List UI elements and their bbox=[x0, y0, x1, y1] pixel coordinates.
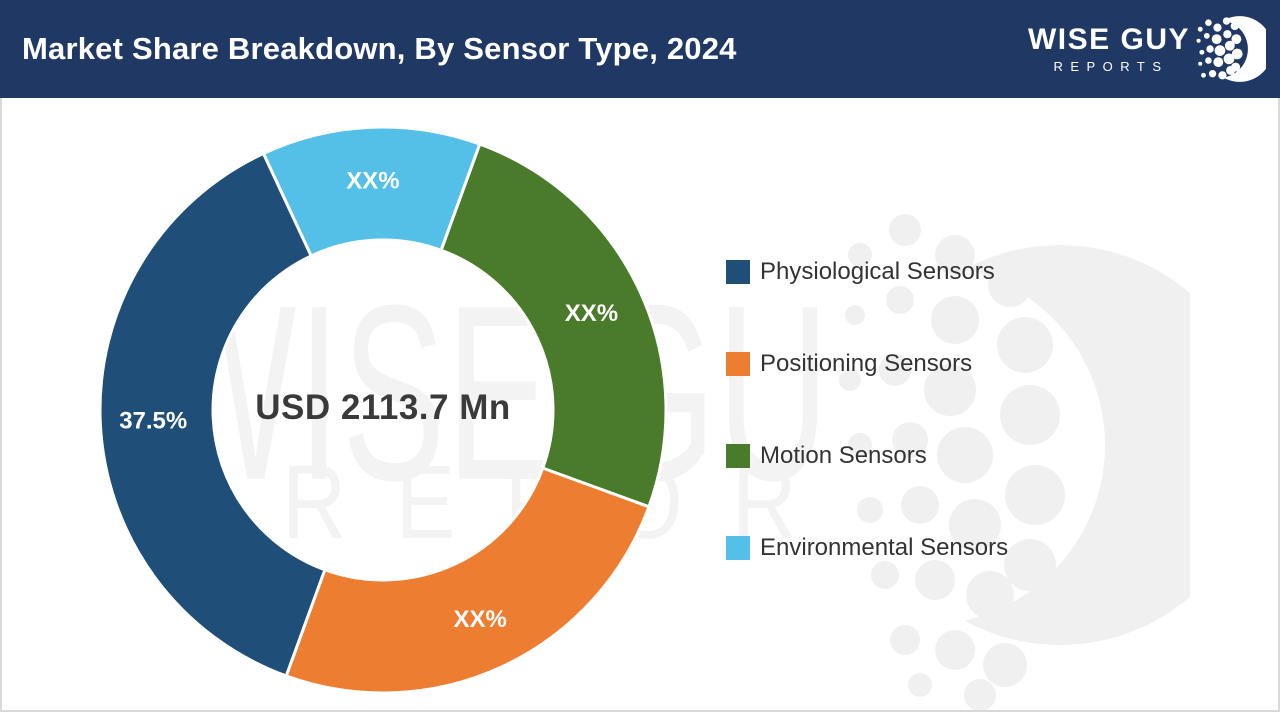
donut-segment-positioning bbox=[284, 466, 651, 695]
segment-value-label: 37.5% bbox=[119, 407, 187, 434]
watermark-head-icon bbox=[830, 214, 1190, 711]
segment-value-label: XX% bbox=[346, 168, 399, 195]
legend-item-environmental: Environmental Sensors bbox=[726, 534, 1008, 562]
legend-label: Physiological Sensors bbox=[760, 258, 995, 285]
legend-swatch bbox=[726, 444, 750, 468]
legend-label: Positioning Sensors bbox=[760, 350, 973, 377]
donut-segment-motion bbox=[439, 142, 668, 509]
chart-center-value: USD 2113.7 Mn bbox=[255, 388, 511, 427]
legend-item-motion: Motion Sensors bbox=[726, 442, 1008, 470]
wiseguy-logo-text: WISE GUY REPORTS bbox=[1028, 24, 1190, 74]
legend-swatch bbox=[726, 536, 750, 560]
page-title: Market Share Breakdown, By Sensor Type, … bbox=[22, 31, 737, 66]
wiseguy-logo-name: WISE GUY bbox=[1027, 23, 1190, 57]
wiseguy-logo-head-icon bbox=[1192, 16, 1266, 82]
legend-label: Environmental Sensors bbox=[760, 534, 1009, 561]
legend-swatch bbox=[726, 352, 750, 376]
segment-value-label: XX% bbox=[454, 606, 507, 633]
donut-segment-physiological bbox=[98, 152, 327, 678]
segment-value-label: XX% bbox=[565, 300, 618, 327]
chart-legend: Physiological Sensors Positioning Sensors… bbox=[726, 258, 1008, 562]
legend-item-positioning: Positioning Sensors bbox=[726, 350, 1008, 378]
legend-label: Motion Sensors bbox=[760, 442, 927, 469]
wiseguy-logo: WISE GUY REPORTS bbox=[1028, 7, 1266, 91]
wiseguy-logo-sub: REPORTS bbox=[1053, 58, 1169, 74]
legend-swatch bbox=[726, 260, 750, 284]
legend-item-physiological: Physiological Sensors bbox=[726, 258, 1008, 286]
header-bar: Market Share Breakdown, By Sensor Type, … bbox=[0, 0, 1280, 98]
